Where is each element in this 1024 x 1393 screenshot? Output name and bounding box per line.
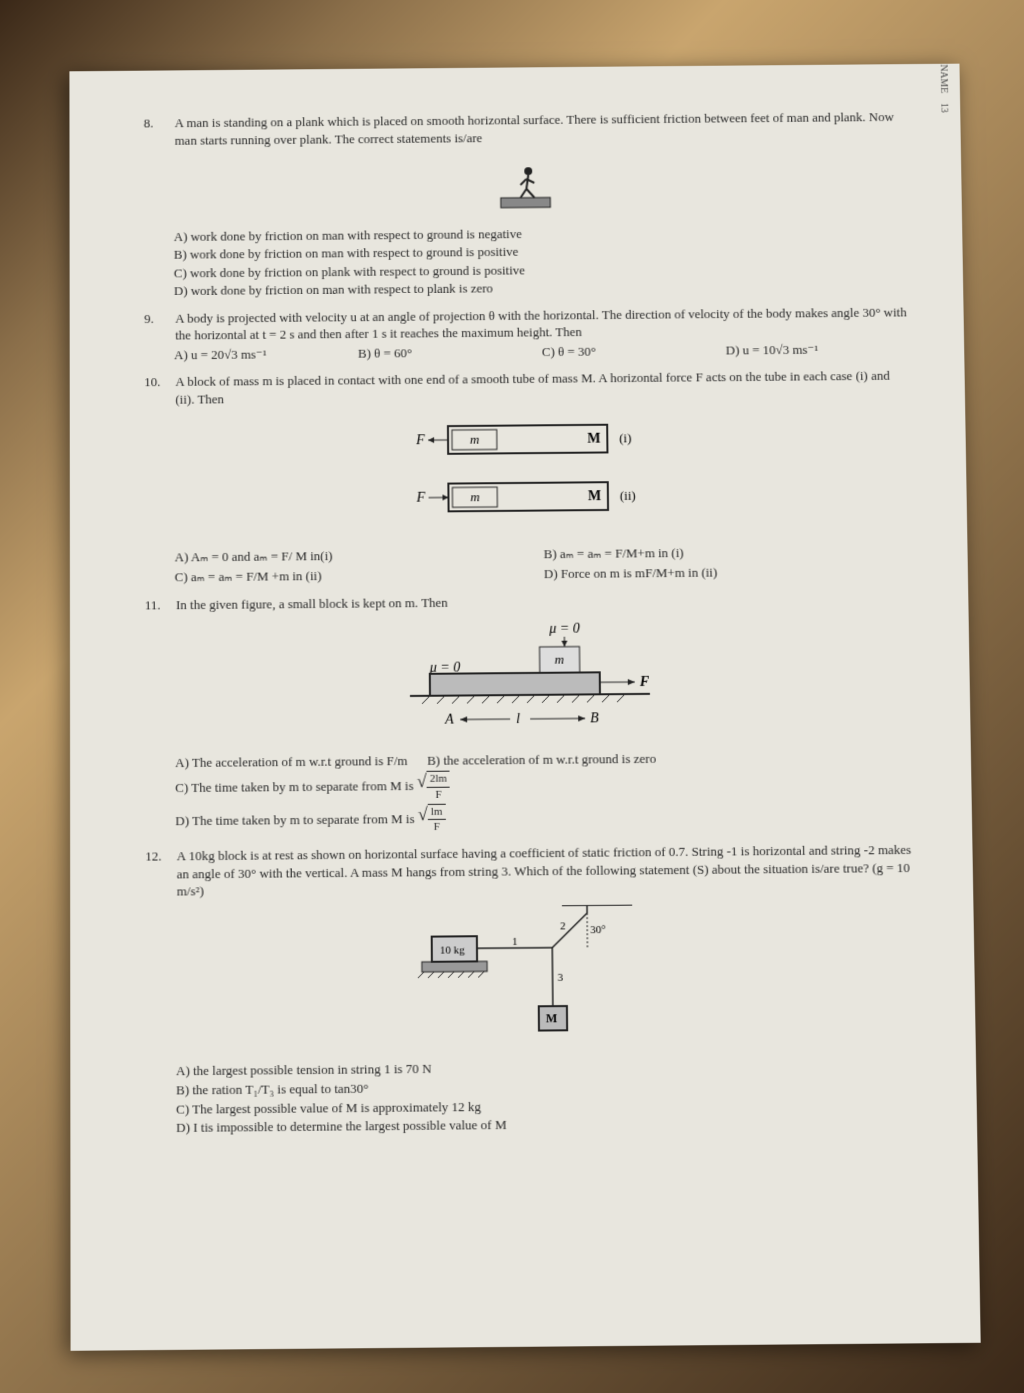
q11-text: In the given figure, a small block is ke… [176,590,913,614]
q11-figure: μ = 0 m μ = 0 F [145,615,916,746]
q11-optA: A) The acceleration of m w.r.t ground is… [175,753,407,770]
q10-optC: C) aₘ = aₘ = F/M +m in (ii) [175,565,544,586]
q10-figure: F m M (i) F m M (ii) [144,410,912,540]
q12-figure: 10 kg 1 2 30° 3 M [145,902,920,1055]
q8-num: 8. [144,114,172,131]
question-12: 12. A 10kg block is at rest as shown on … [145,841,921,1137]
q11-options: A) The acceleration of m w.r.t ground is… [145,748,917,838]
svg-text:M: M [546,1011,558,1025]
q10-optA: A) Aₘ = 0 and aₘ = F/ M in(i) [175,545,544,566]
q11-optD-den: F [428,820,446,835]
svg-text:2: 2 [560,920,566,932]
q12-options: A) the largest possible tension in strin… [146,1056,922,1137]
svg-text:m: m [470,489,479,504]
svg-text:(i): (i) [619,430,631,445]
svg-text:30°: 30° [590,924,606,936]
q11-optD-num: lm [428,804,446,820]
question-9: 9. A body is projected with velocity u a… [144,303,910,364]
q10-text: A block of mass m is placed in contact w… [175,367,909,408]
q12-text: A 10kg block is at rest as shown on hori… [177,841,918,900]
q9-optD: D) u = 10√3 ms⁻¹ [726,340,910,359]
q11-optC-den: F [427,787,450,802]
question-11: 11. In the given figure, a small block i… [145,590,917,838]
q11-num: 11. [145,596,173,614]
svg-text:F: F [416,490,426,505]
q8-text: A man is standing on a plank which is pl… [175,108,906,149]
q8-figure [144,150,908,220]
q9-optB: B) θ = 60° [358,343,542,362]
question-paper: NAME 13 8. A man is standing on a plank … [69,64,980,1351]
svg-text:M: M [587,431,600,446]
margin-labels: NAME 13 [936,64,950,112]
q10-optD: D) Force on m is mF/M+m in (ii) [544,562,913,583]
svg-text:m: m [555,651,565,666]
svg-text:1: 1 [512,936,518,948]
q9-optC: C) θ = 30° [542,342,726,361]
svg-text:F: F [639,675,650,690]
q12-num: 12. [145,848,173,866]
svg-text:m: m [470,431,479,446]
svg-text:B: B [590,711,599,726]
svg-text:l: l [516,712,520,727]
q9-text: A body is projected with velocity u at a… [175,303,908,344]
q11-optB: B) the acceleration of m w.r.t ground is… [427,751,656,768]
name-label: NAME [938,64,949,93]
q10-num: 10. [144,374,172,392]
svg-text:(ii): (ii) [620,487,636,502]
svg-text:A: A [444,712,454,727]
q11-optD-pre: D) The time taken by m to separate from … [175,810,418,827]
svg-text:10 kg: 10 kg [440,944,465,956]
q9-num: 9. [144,310,172,328]
question-10: 10. A block of mass m is placed in conta… [144,367,913,587]
q8-options: A) work done by friction on man with res… [144,222,909,301]
question-8: 8. A man is standing on a plank which is… [144,108,909,300]
q11-optD: D) The time taken by m to separate from … [175,799,917,837]
q10-options: A) Aₘ = 0 and aₘ = F/ M in(i) B) aₘ = aₘ… [145,541,913,587]
svg-text:μ = 0: μ = 0 [548,621,580,636]
q11-optC-num: 2lm [427,772,450,788]
q10-optB: B) aₘ = aₘ = F/M+m in (i) [544,542,913,563]
page-label: 13 [938,103,949,113]
svg-text:M: M [588,489,601,504]
q9-optA: A) u = 20√3 ms⁻¹ [174,345,358,364]
q11-optC-pre: C) The time taken by m to separate from … [175,778,417,795]
q11-optC: C) The time taken by m to separate from … [175,766,916,804]
svg-text:F: F [415,433,425,448]
svg-text:3: 3 [558,972,564,984]
